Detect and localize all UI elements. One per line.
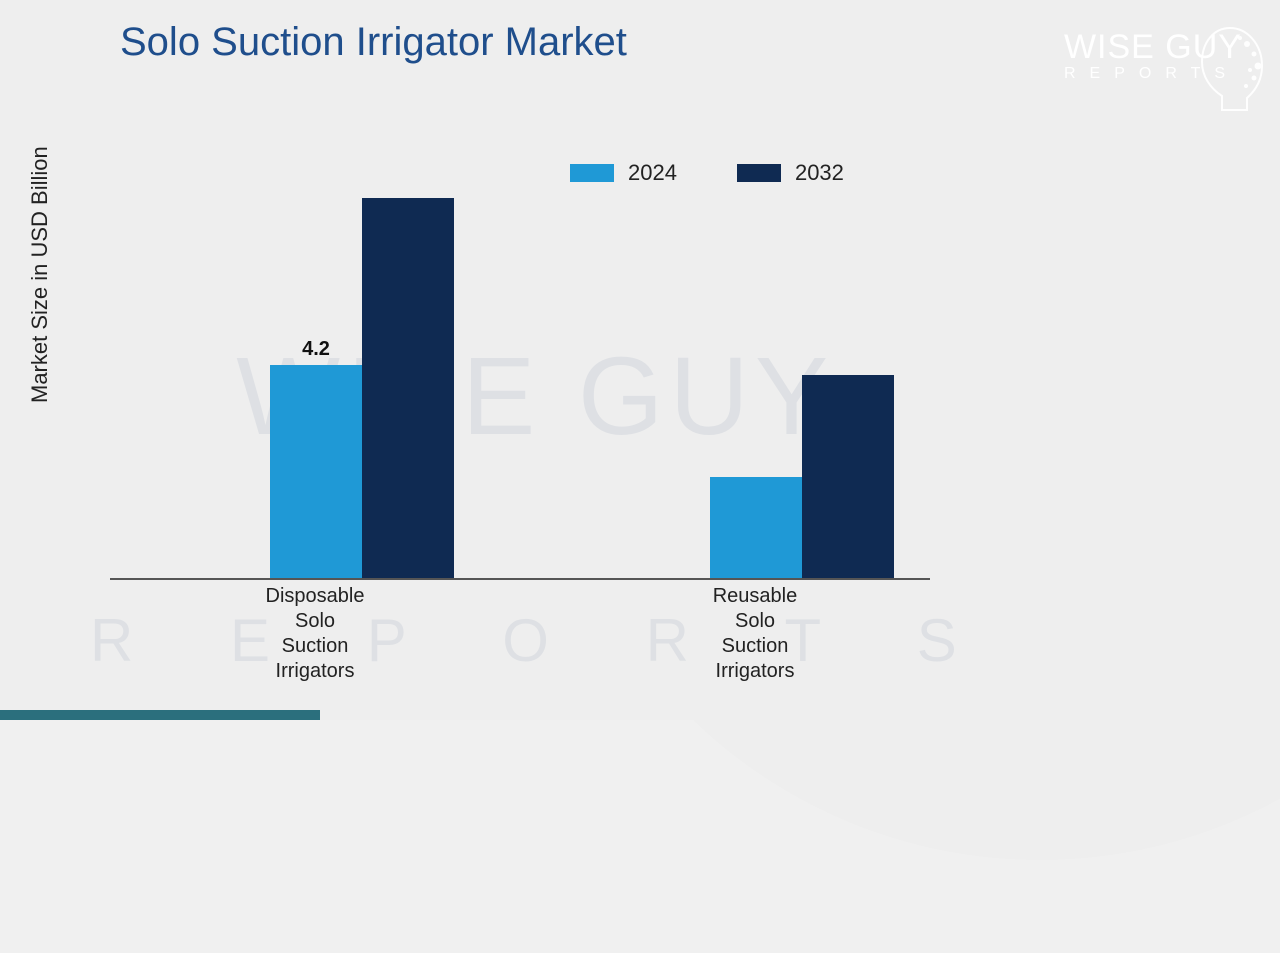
bar — [802, 375, 894, 578]
brand-logo: WISE GUY REPORTS — [1064, 28, 1242, 83]
legend: 2024 2032 — [570, 160, 844, 186]
logo-sub-text: REPORTS — [1064, 65, 1242, 83]
chart-plot-area: 4.2DisposableSoloSuctionIrrigators Reusab… — [110, 200, 930, 580]
bar — [362, 198, 454, 578]
legend-label-2024: 2024 — [628, 160, 677, 186]
bar — [710, 477, 802, 578]
bar-fill — [270, 365, 362, 578]
bar: 4.2 — [270, 365, 362, 578]
legend-item-2024: 2024 — [570, 160, 677, 186]
logo-main-text: WISE GUY — [1064, 28, 1242, 67]
legend-swatch-2024 — [570, 164, 614, 182]
bar-fill — [802, 375, 894, 578]
x-axis-category-label: ReusableSoloSuctionIrrigators — [675, 578, 835, 684]
page: WISE GUY REPORTS WISE GUY R E P O R T S … — [0, 0, 1280, 720]
bar-fill — [710, 477, 802, 578]
legend-label-2032: 2032 — [795, 160, 844, 186]
bar-group: ReusableSoloSuctionIrrigators — [710, 375, 894, 578]
chart-title: Solo Suction Irrigator Market — [120, 20, 627, 65]
bar-fill — [362, 198, 454, 578]
bottom-accent-strip — [0, 710, 320, 720]
bar-group: 4.2DisposableSoloSuctionIrrigators — [270, 198, 454, 578]
y-axis-label: Market Size in USD Billion — [27, 146, 53, 403]
legend-item-2032: 2032 — [737, 160, 844, 186]
legend-swatch-2032 — [737, 164, 781, 182]
bar-value-label: 4.2 — [270, 338, 362, 365]
x-axis-category-label: DisposableSoloSuctionIrrigators — [235, 578, 395, 684]
